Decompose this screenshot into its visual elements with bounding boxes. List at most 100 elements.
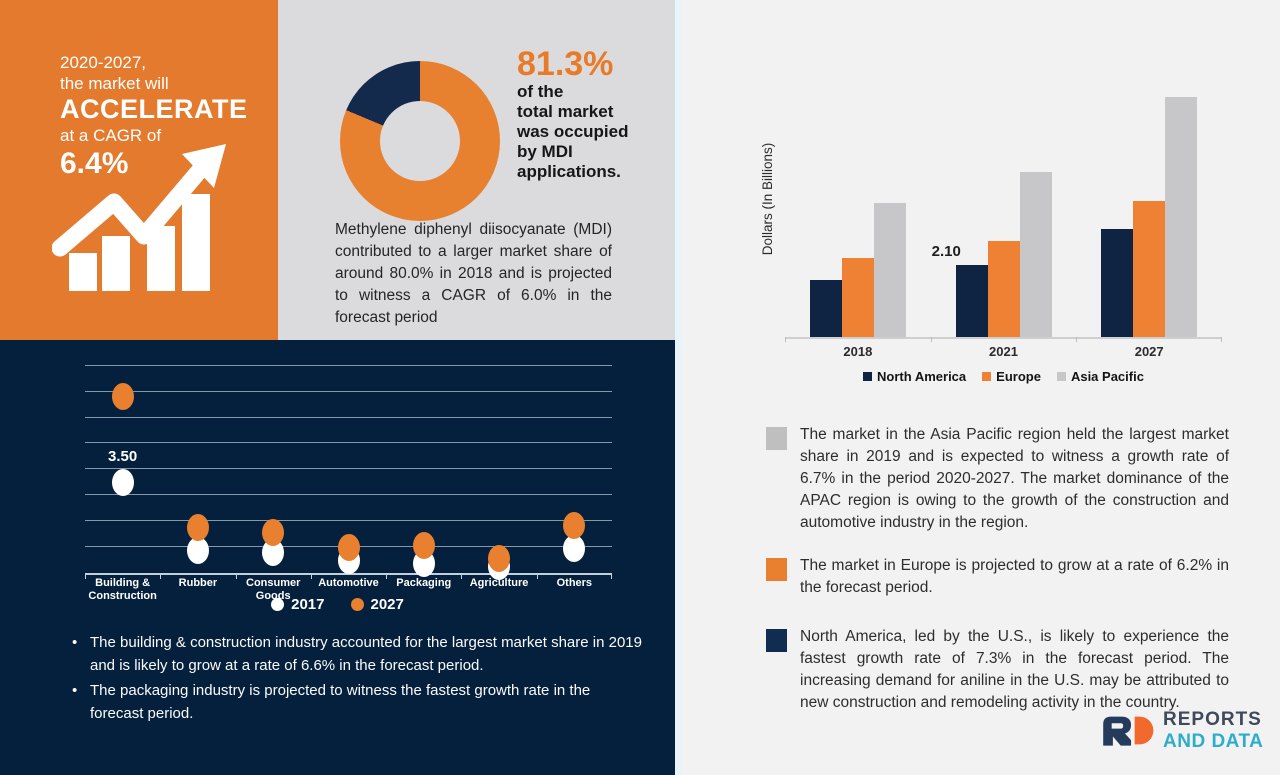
bar-asia-pacific-2021 [1019,172,1052,337]
bar-north-america-2027 [1101,229,1134,337]
dot-axis-tick [85,573,86,579]
bar-axis-label-2021: 2021 [989,344,1018,359]
logo-line-anddata: AND DATA [1163,730,1264,752]
bar-group-2021: 2.10 [931,90,1077,337]
gridline [85,520,612,522]
legend-item-europe: Europe [982,369,1041,384]
bar-europe-2021 [987,241,1020,337]
dot-chart-categories: Building & Construction Rubber Consumer Go… [85,577,612,603]
gridline [85,416,612,418]
cagr-line-years: 2020-2027, [60,53,147,72]
mdi-stat-caption-5: applications. [517,162,621,181]
region-note-asia-pacific: The market in the Asia Pacific region he… [766,424,1229,534]
dot-chart-legend: 2017 2027 [0,596,675,613]
mdi-stat-caption-1: of the [517,82,564,101]
industry-note-1: The building & construction industry acc… [68,631,646,677]
dot-axis-tick [611,573,612,579]
dot-axis-label-others: Others [556,577,593,589]
legend-swatch-europe [982,372,992,381]
regional-panel: Dollars (In Billions) 2.10 2018 2021 2027 … [682,0,1280,775]
legend-swatch-2017 [271,598,285,611]
bar-chart-categories: 2018 2021 2027 [785,344,1222,359]
legend-swatch-2027 [350,598,364,611]
bar-group-2018 [785,90,931,337]
dot-data-label: 3.50 [108,447,138,465]
legend-label-europe: Europe [996,369,1041,384]
gridline [85,494,612,496]
cagr-line-atcagr: at a CAGR of [60,126,162,145]
bar-axis-tick [1221,337,1222,342]
dot-axis-tick [536,573,538,579]
legend-label-asia-pacific: Asia Pacific [1070,369,1144,384]
bar-chart-legend: North America Europe Asia Pacific [785,369,1222,384]
mdi-stat-value: 81.3% [517,45,614,83]
bar-chart-yaxis-label: Dollars (In Billions) [760,142,775,256]
mdi-stat-caption-2: total market [517,102,614,121]
region-swatch-asia-pacific [766,427,787,450]
dot-2027-consumer-goods [262,519,285,547]
dot-2027-packaging [412,532,435,560]
dot-axis-label-automotive: Automotive [318,577,379,589]
legend-item-2027: 2027 [350,596,404,613]
gridline [85,442,612,444]
industry-panel: 3.50 Building & Construction Rubber Consum… [0,340,675,775]
dot-axis-tick [386,573,388,579]
legend-label-north-america: North America [877,369,967,384]
dot-2027-agriculture [488,545,511,573]
bar-axis-tick [1076,337,1078,342]
bar-group-2027 [1076,90,1222,337]
dot-2027-others [563,511,586,539]
mdi-donut-chart [340,61,500,221]
dot-axis-label-building-construction: Building & Construction [88,577,157,602]
bar-north-america-2018 [809,280,842,337]
logo-mark-icon [1103,716,1154,746]
industry-note-2: The packaging industry is projected to w… [68,679,646,725]
bar-europe-2018 [841,258,874,337]
legend-label-2027: 2027 [370,596,404,613]
bar-axis-tick [930,337,932,342]
cagr-text-block: 2020-2027, the market will ACCELERATE at… [60,52,248,181]
bar-asia-pacific-2018 [873,203,906,337]
donut-hole [380,101,460,181]
dot-axis-label-packaging: Packaging [396,577,452,589]
dot-axis-tick [310,573,312,579]
logo-line-reports: REPORTS [1163,708,1262,730]
dot-axis-tick [235,573,237,579]
dot-2017-consumer-goods [262,538,285,566]
bar-axis-tick [785,337,786,342]
region-note-north-america: North America, led by the U.S., is likel… [766,626,1229,714]
dot-axis-tick [160,573,162,579]
legend-item-asia-pacific: Asia Pacific [1056,369,1144,384]
dot-2017-rubber [186,537,209,565]
legend-label-2017: 2017 [291,596,325,613]
gridline [85,390,612,392]
mdi-panel: 81.3% of the total market was occupied b… [278,0,675,340]
legend-swatch-north-america [863,372,873,381]
cagr-panel: 2020-2027, the market will ACCELERATE at… [0,0,278,340]
cagr-value: 6.4% [60,147,129,180]
region-notes: The market in the Asia Pacific region he… [766,424,1229,735]
legend-item-2017: 2017 [271,596,325,613]
mdi-stat-caption-4: by MDI [517,142,573,161]
dot-chart-plot: 3.50 [85,358,612,581]
bar-chart-plot: 2.10 [785,90,1222,342]
region-note-text-asia-pacific: The market in the Asia Pacific region he… [800,426,1229,531]
bar-axis-label-2027: 2027 [1134,344,1164,359]
dot-2027-rubber [186,514,209,542]
reports-and-data-logo: REPORTS AND DATA [1102,708,1263,753]
gridline [85,468,612,470]
mdi-stat: 81.3% of the total market was occupied b… [517,46,667,182]
gridline [85,364,612,366]
bar-north-america-2021 [955,265,988,337]
dot-axis-label-agriculture: Agriculture [469,577,529,589]
region-swatch-europe [766,558,787,581]
logo-text: REPORTS AND DATA [1163,709,1263,753]
industry-notes: The building & construction industry acc… [68,631,646,727]
bar-data-label: 2.10 [931,242,961,260]
dot-2027-building-construction [111,383,134,411]
region-note-europe: The market in Europe is projected to gro… [766,555,1229,599]
dot-2027-automotive [337,533,360,561]
dot-2017-building-construction [111,468,134,496]
bar-europe-2027 [1133,201,1166,337]
mdi-stat-caption-3: was occupied [517,122,629,141]
